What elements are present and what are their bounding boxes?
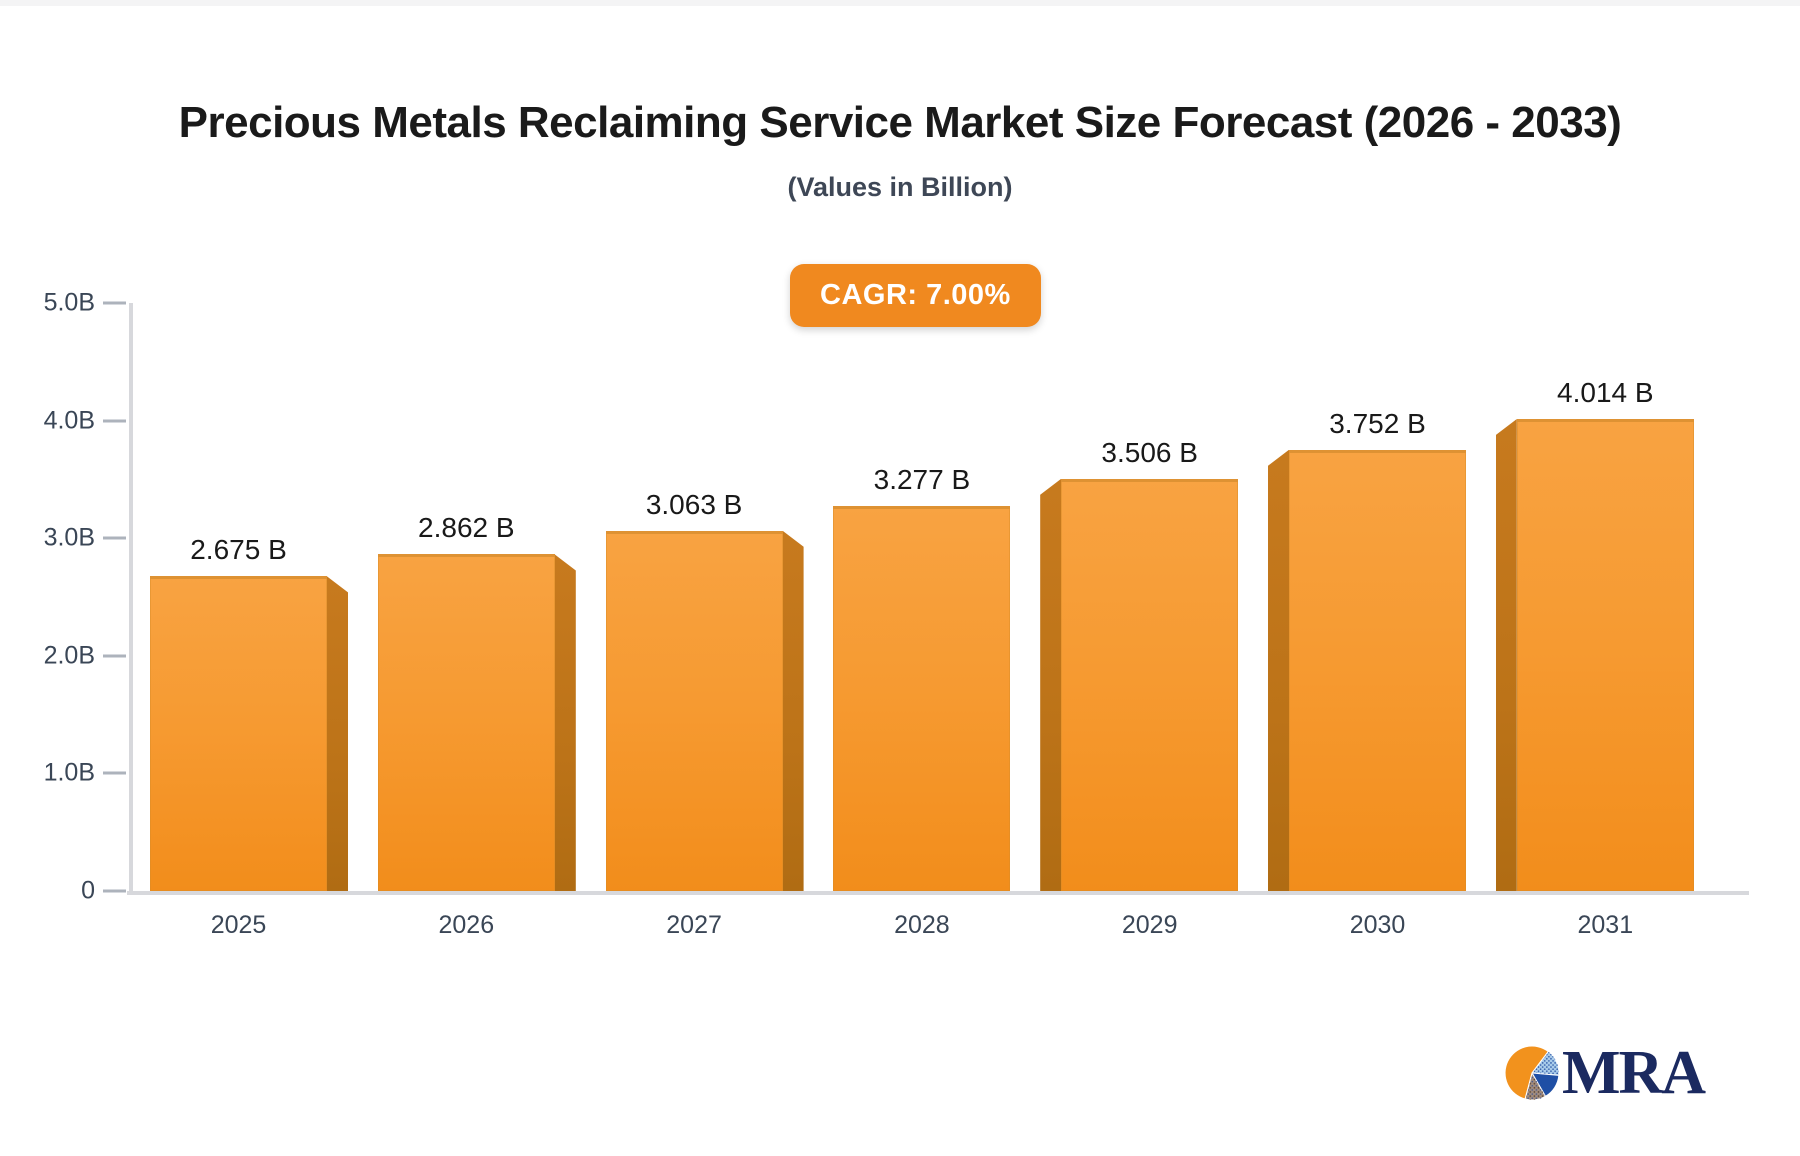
y-tick-label: 0 (81, 876, 95, 905)
y-tick-label: 2.0B (43, 641, 95, 670)
bar-2026 (377, 554, 555, 891)
x-axis-line (127, 891, 1749, 895)
bar-side-panel (327, 576, 348, 891)
y-tick-dash (103, 536, 126, 540)
bar-side-panel (782, 530, 804, 891)
bar-value-label: 3.277 B (873, 463, 971, 495)
chart-subtitle: (Values in Billion) (787, 172, 1013, 202)
y-tick-label: 4.0B (43, 406, 95, 435)
bar-2029 (1061, 478, 1239, 891)
bar-side-panel (1040, 478, 1062, 891)
y-tick-dash (103, 771, 126, 775)
x-tick-label: 2031 (1577, 911, 1634, 939)
x-tick-label: 2028 (894, 911, 950, 939)
bar-value-label: 3.506 B (1101, 436, 1198, 468)
bar-value-label: 2.675 B (190, 534, 287, 566)
x-tick-label: 2025 (210, 911, 267, 939)
x-tick-label: 2026 (438, 911, 495, 939)
bar-2031 (1516, 418, 1694, 891)
bar-2025 (150, 576, 327, 891)
bar-side-panel (554, 554, 576, 891)
chart-title: Precious Metals Reclaiming Service Marke… (178, 98, 1622, 147)
logo-text: MRA (1562, 1039, 1706, 1107)
x-tick-label: 2027 (666, 911, 722, 939)
y-tick-dash (103, 301, 126, 305)
bar-2027 (605, 530, 783, 891)
bar-chart: 5.0B 4.0B 3.0B 2.0B 1.0B 0 2.675 B 2025 2.862 B 2… (44, 289, 1749, 939)
bar-2028 (833, 505, 1011, 891)
y-tick-dash (103, 889, 126, 893)
x-tick-label: 2029 (1121, 911, 1178, 939)
bar-value-label: 3.063 B (645, 488, 743, 520)
bar-value-label: 4.014 B (1557, 376, 1654, 408)
y-tick-dash (103, 419, 126, 423)
y-tick-label: 5.0B (43, 288, 95, 317)
y-tick-dash (103, 654, 126, 658)
logo-pie-icon (1504, 1045, 1560, 1101)
y-tick-label: 3.0B (43, 523, 95, 552)
bar-side-panel (1495, 418, 1517, 891)
brand-logo: MRA (1504, 1039, 1706, 1107)
y-axis-line (129, 303, 133, 895)
x-tick-label: 2030 (1349, 911, 1406, 939)
bar-2030 (1289, 449, 1466, 891)
bar-value-label: 2.862 B (418, 512, 515, 544)
y-tick-label: 1.0B (43, 758, 95, 787)
bar-side-panel (1268, 449, 1289, 891)
cagr-badge: CAGR: 7.00% (790, 264, 1041, 327)
bar-value-label: 3.752 B (1329, 407, 1426, 439)
